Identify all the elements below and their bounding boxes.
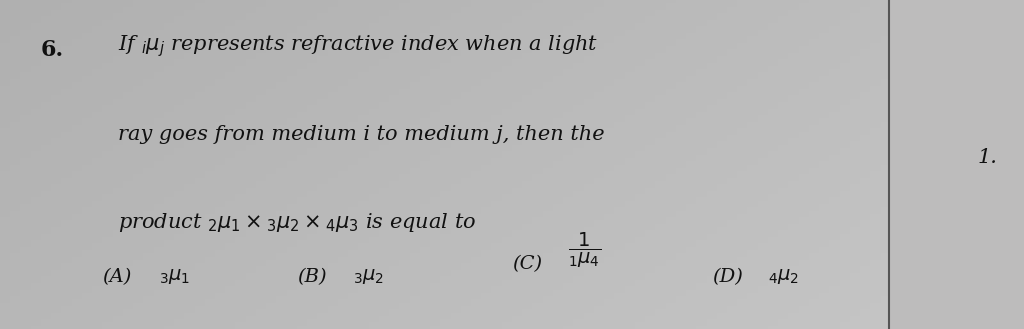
Text: $_{3}\mu_{2}$: $_{3}\mu_{2}$ xyxy=(353,267,384,286)
Text: $_{4}\mu_{2}$: $_{4}\mu_{2}$ xyxy=(768,267,799,286)
Text: product $_{2}\mu_{1}\times _{3}\mu_{2}\times _{4}\mu_{3}$ is equal to: product $_{2}\mu_{1}\times _{3}\mu_{2}\t… xyxy=(118,211,476,234)
Bar xyxy=(889,0,1024,329)
Text: 1.: 1. xyxy=(978,148,997,167)
Text: (C): (C) xyxy=(512,255,542,273)
Text: If $_{i}\mu_{j}$ represents refractive index when a light: If $_{i}\mu_{j}$ represents refractive i… xyxy=(118,33,598,59)
Text: (D): (D) xyxy=(712,268,742,286)
Text: 6.: 6. xyxy=(41,39,65,62)
Text: (A): (A) xyxy=(102,268,132,286)
Text: $_{3}\mu_{1}$: $_{3}\mu_{1}$ xyxy=(159,267,189,286)
Text: ray goes from medium i to medium j, then the: ray goes from medium i to medium j, then… xyxy=(118,125,604,144)
Text: $\dfrac{1}{_{1}\mu_{4}}$: $\dfrac{1}{_{1}\mu_{4}}$ xyxy=(568,231,601,270)
Text: (B): (B) xyxy=(297,268,327,286)
